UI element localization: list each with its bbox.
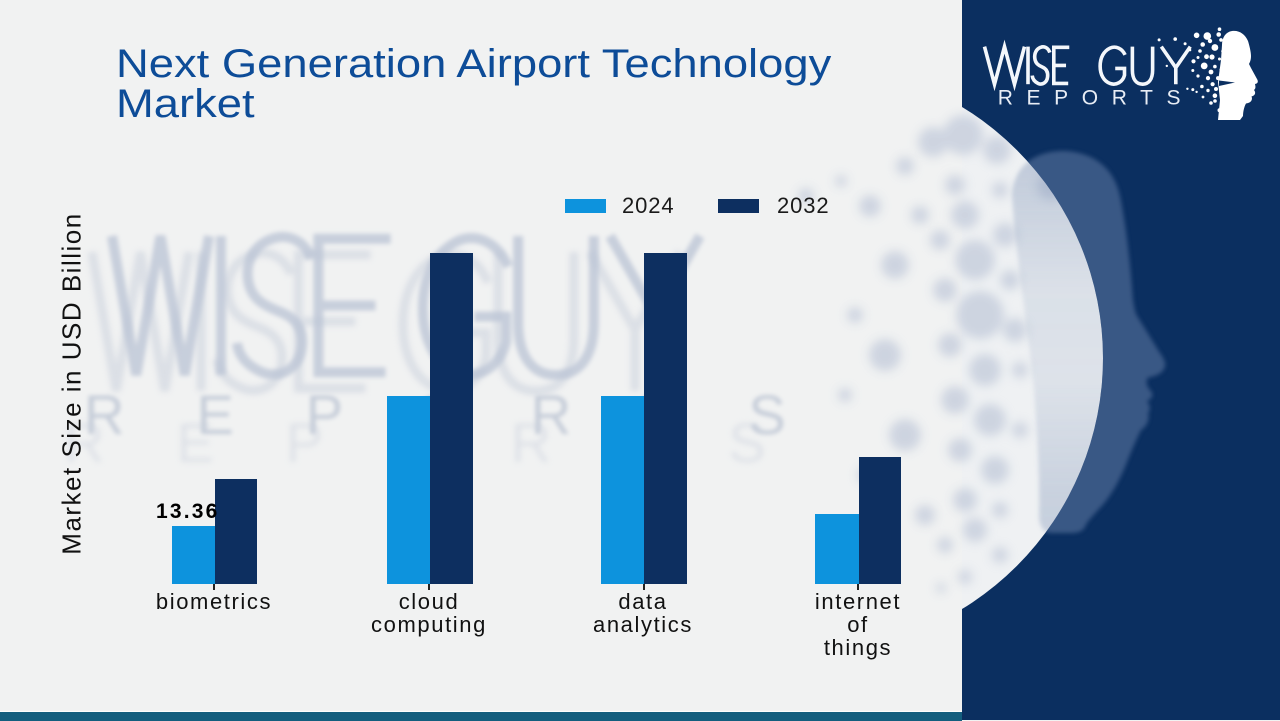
svg-text:REPORTS: REPORTS (998, 87, 1194, 110)
